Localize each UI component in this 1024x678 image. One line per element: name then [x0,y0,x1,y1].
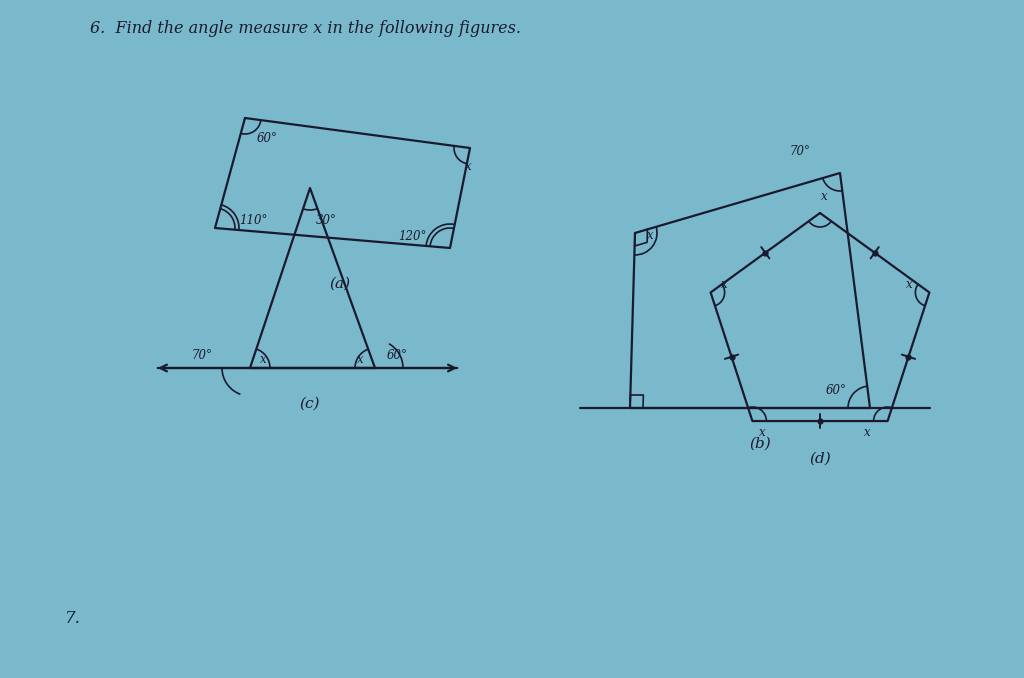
Text: 60°: 60° [826,384,847,397]
Text: 110°: 110° [239,214,267,227]
Text: 6.  Find the angle measure x in the following figures.: 6. Find the angle measure x in the follo… [90,20,521,37]
Text: x: x [820,190,827,203]
Text: 70°: 70° [193,349,213,362]
Text: x: x [864,426,870,439]
Text: x: x [906,279,912,292]
Text: x: x [721,279,728,292]
Text: 60°: 60° [257,132,278,145]
Text: 30°: 30° [316,214,337,227]
Text: 120°: 120° [398,230,426,243]
Text: x: x [759,426,766,439]
Text: x: x [465,160,472,173]
Text: (a): (a) [330,277,350,291]
Text: (b): (b) [750,437,771,451]
Text: (d): (d) [809,452,830,466]
Text: 70°: 70° [790,145,811,158]
Text: 7.: 7. [65,610,81,627]
Text: (c): (c) [300,397,321,411]
Text: x: x [357,353,364,366]
Text: x: x [260,353,266,366]
Text: x: x [647,229,653,242]
Text: 60°: 60° [387,349,408,362]
